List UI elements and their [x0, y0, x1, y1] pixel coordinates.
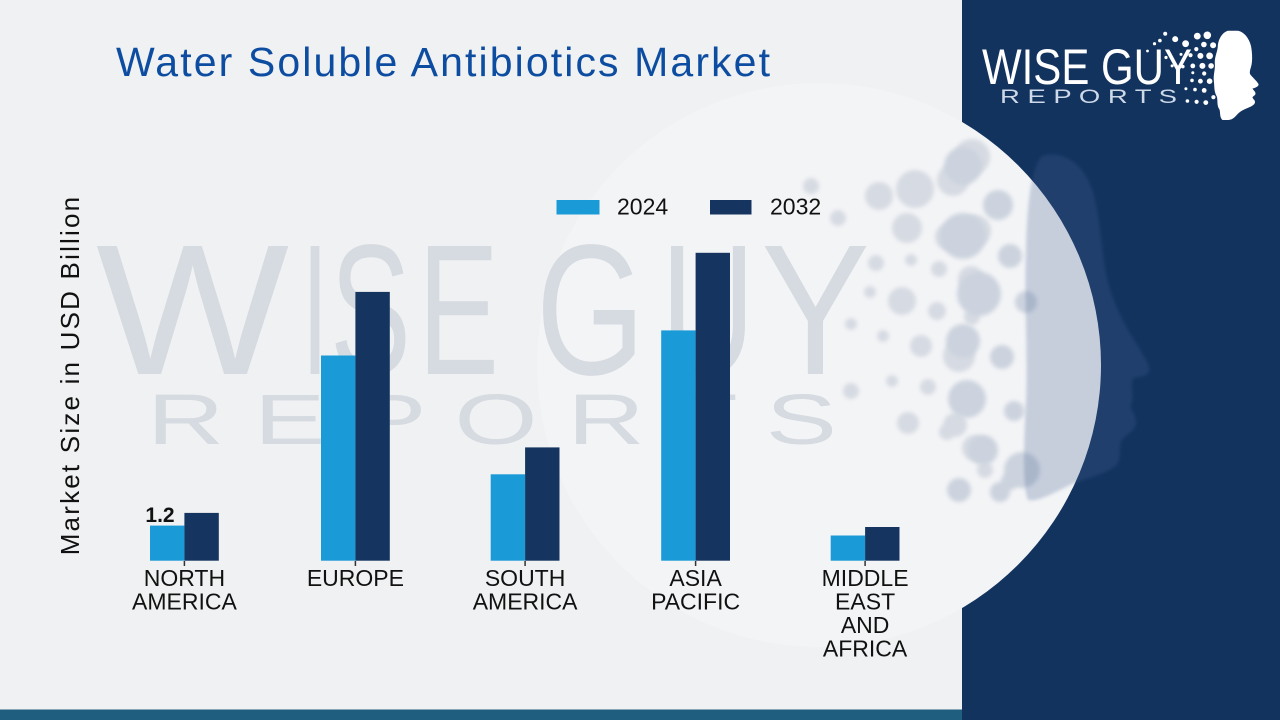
svg-text:EAST: EAST [835, 589, 895, 615]
svg-text:E: E [418, 207, 499, 414]
svg-text:G: G [536, 207, 645, 414]
svg-text:R E P O R T S: R E P O R T S [1000, 87, 1177, 108]
svg-text:2032: 2032 [770, 194, 821, 220]
svg-text:Water Soluble Antibiotics Mark: Water Soluble Antibiotics Market [116, 39, 771, 85]
svg-text:AFRICA: AFRICA [823, 636, 908, 662]
svg-text:EUROPE: EUROPE [307, 565, 404, 591]
svg-text:SOUTH: SOUTH [485, 565, 566, 591]
svg-text:AND: AND [841, 612, 890, 638]
svg-text:WISE GUY: WISE GUY [982, 39, 1192, 95]
svg-text:1.2: 1.2 [145, 504, 174, 527]
svg-text:R E P O R T S: R E P O R T S [147, 381, 837, 460]
svg-text:PACIFIC: PACIFIC [651, 589, 740, 615]
svg-text:NORTH: NORTH [144, 565, 225, 591]
svg-text:2024: 2024 [617, 194, 668, 220]
svg-text:ASIA: ASIA [669, 565, 722, 591]
svg-text:Market Size in USD Billion: Market Size in USD Billion [55, 195, 85, 556]
svg-text:AMERICA: AMERICA [132, 589, 237, 615]
svg-text:AMERICA: AMERICA [473, 589, 578, 615]
svg-text:W: W [96, 207, 289, 414]
svg-text:MIDDLE: MIDDLE [822, 565, 909, 591]
svg-text:Y: Y [761, 207, 870, 414]
